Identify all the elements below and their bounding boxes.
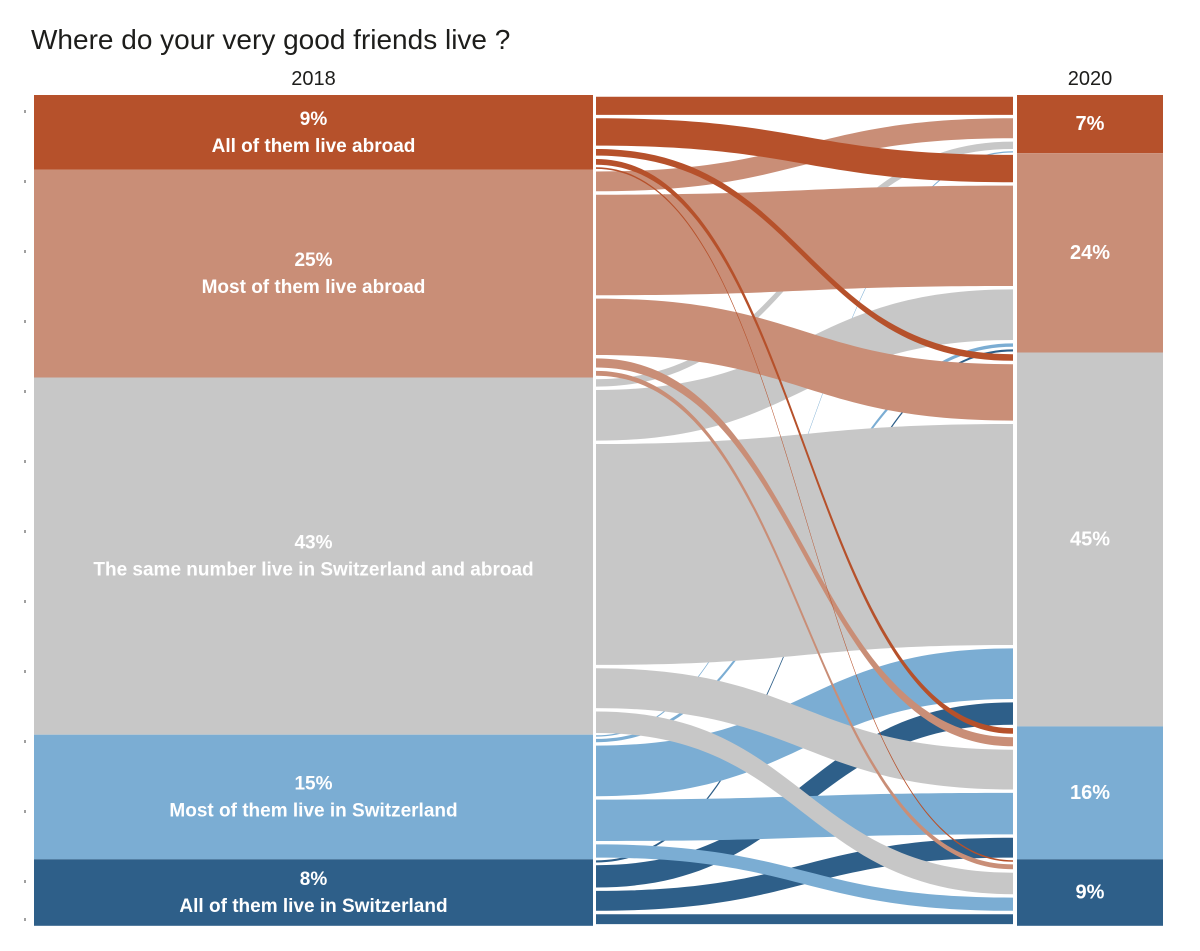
node-label-2020-ch_all: 9% bbox=[1076, 882, 1105, 904]
sankey-link-abroad_most-to-equal bbox=[596, 298, 1013, 421]
axis-tick bbox=[24, 250, 26, 253]
sankey-link-abroad_all-to-ch_all bbox=[596, 167, 1013, 862]
axis-tick bbox=[24, 918, 26, 921]
sankey-link-abroad_all-to-abroad_all bbox=[596, 96, 1013, 115]
axis-tick bbox=[24, 110, 26, 113]
axis-tick bbox=[24, 460, 26, 463]
column-header-2020: 2020 bbox=[1067, 68, 1113, 90]
sankey-node-2020-ch_all bbox=[1017, 859, 1163, 926]
sankey-link-abroad_all-to-ch_most bbox=[596, 159, 1013, 734]
node-label-2018-equal: 43% The same number live in Switzerland a… bbox=[93, 533, 533, 581]
sankey-link-ch_most-to-ch_most bbox=[596, 792, 1013, 841]
axis-tick bbox=[24, 320, 26, 323]
axis-tick bbox=[24, 600, 26, 603]
sankey-node-2018-equal bbox=[34, 377, 593, 735]
axis-tick bbox=[24, 880, 26, 883]
sankey-link-abroad_most-to-ch_most bbox=[596, 358, 1013, 747]
axis-tick bbox=[24, 530, 26, 533]
axis-tick bbox=[24, 740, 26, 743]
sankey-link-equal-to-ch_all bbox=[596, 711, 1013, 895]
sankey-node-2018-ch_most bbox=[34, 734, 593, 860]
sankey-link-ch_most-to-ch_all bbox=[596, 844, 1013, 911]
axis-tick bbox=[24, 180, 26, 183]
sankey-node-2018-abroad_most bbox=[34, 169, 593, 378]
sankey-link-abroad_most-to-abroad_most bbox=[596, 185, 1013, 296]
sankey-link-equal-to-equal bbox=[596, 424, 1013, 665]
axis-tick bbox=[24, 810, 26, 813]
axis-tick bbox=[24, 390, 26, 393]
chart-title: Where do your very good friends live ? bbox=[31, 24, 511, 55]
node-label-2018-abroad_most: 25% Most of them live abroad bbox=[202, 250, 426, 298]
sankey-node-2018-abroad_all bbox=[34, 95, 593, 170]
sankey-link-abroad_most-to-ch_all bbox=[596, 370, 1013, 870]
sankey-node-2018-ch_all bbox=[34, 859, 593, 926]
sankey-node-2020-abroad_all bbox=[1017, 95, 1163, 154]
sankey-link-ch_all-to-ch_all bbox=[596, 914, 1013, 925]
sankey-link-equal-to-ch_most bbox=[596, 668, 1013, 790]
sankey-node-2020-ch_most bbox=[1017, 726, 1163, 860]
sankey-link-abroad_all-to-equal bbox=[596, 149, 1013, 361]
node-label-2020-abroad_most: 24% bbox=[1070, 242, 1110, 264]
sankey-node-2020-abroad_most bbox=[1017, 153, 1163, 353]
axis-tick bbox=[24, 670, 26, 673]
node-label-2018-ch_most: 15% Most of them live in Switzerland bbox=[169, 774, 457, 822]
node-label-2020-equal: 45% bbox=[1070, 529, 1110, 551]
node-label-2020-ch_most: 16% bbox=[1070, 782, 1110, 804]
node-label-2020-abroad_all: 7% bbox=[1076, 113, 1105, 135]
sankey-node-2020-equal bbox=[1017, 352, 1163, 727]
sankey-link-abroad_all-to-abroad_most bbox=[596, 118, 1013, 183]
node-label-2018-ch_all: 8% All of them live in Switzerland bbox=[179, 869, 447, 917]
node-label-2018-abroad_all: 9% All of them live abroad bbox=[212, 109, 416, 157]
column-header-2018: 2018 bbox=[291, 68, 336, 90]
